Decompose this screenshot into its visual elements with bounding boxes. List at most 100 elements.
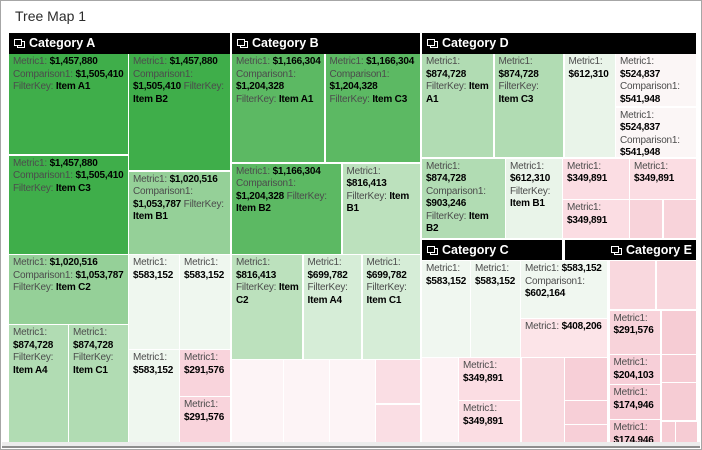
treemap-cell[interactable]: Metric1: $874,728 Comparison1: $903,246 … — [422, 158, 505, 238]
treemap-cell-empty[interactable] — [676, 421, 697, 444]
treemap-cell[interactable]: Metric1: $583,152 — [129, 255, 179, 349]
category-header-b[interactable]: Category B — [232, 33, 420, 54]
field-value: Item A4 — [307, 294, 343, 306]
field-value: Item B2 — [133, 93, 168, 105]
treemap-cell[interactable]: Metric1: $699,782 FilterKey: Item A4 — [303, 255, 361, 359]
treemap-cell[interactable]: Metric1: $583,152 — [422, 261, 470, 357]
field-value: $583,152 — [133, 364, 174, 376]
field-value: $541,948 — [620, 93, 661, 105]
stacked-squares-icon — [237, 38, 248, 48]
treemap-cell[interactable]: Metric1: $583,152 — [471, 261, 520, 357]
treemap-cell[interactable]: Metric1: $1,020,516 Comparison1: $1,053,… — [129, 171, 230, 254]
field-value: $349,891 — [463, 372, 504, 384]
treemap-cell-empty[interactable] — [661, 355, 696, 382]
treemap-cell[interactable]: Metric1: $174,946 — [609, 385, 660, 419]
treemap-cell-empty[interactable] — [565, 358, 607, 400]
field-label: FilterKey: — [73, 352, 114, 364]
widget-title: Tree Map 1 — [15, 8, 87, 24]
field-label: Metric1: — [463, 403, 497, 414]
field-label: Comparison1: — [13, 68, 73, 80]
treemap-cell-empty[interactable] — [521, 358, 564, 444]
field-value: $874,728 — [498, 68, 539, 80]
treemap-cell-empty[interactable] — [609, 261, 655, 309]
treemap-cell[interactable]: Metric1: $699,782 FilterKey: Item C1 — [362, 255, 420, 359]
category-header-a[interactable]: Category A — [9, 33, 230, 54]
category-header-d[interactable]: Category D — [422, 33, 696, 54]
stacked-squares-icon — [427, 245, 438, 255]
treemap-cell-empty[interactable] — [376, 360, 420, 403]
field-label: Metric1: — [184, 399, 218, 410]
field-label: Metric1: — [613, 422, 648, 433]
field-label: Metric1: — [525, 321, 559, 332]
field-value: $583,152 — [133, 269, 174, 281]
treemap-cell[interactable]: Metric1: $816,413 FilterKey: Item B1 — [342, 163, 420, 254]
treemap-cell[interactable]: Metric1: $612,310 — [564, 54, 615, 157]
treemap-cell-empty[interactable] — [661, 421, 675, 444]
field-value: $583,152 — [475, 275, 516, 287]
treemap-cell-empty[interactable] — [565, 401, 607, 424]
treemap-cell[interactable]: Metric1: $349,891 — [459, 401, 520, 444]
treemap-cell-empty[interactable] — [284, 360, 329, 444]
treemap-cell[interactable]: Metric1: $349,891 — [563, 158, 629, 199]
field-value: $1,505,410 — [75, 170, 124, 182]
treemap-cell[interactable]: Metric1: $349,891 — [630, 158, 696, 199]
treemap-cell[interactable]: Metric1: $174,946 — [609, 420, 660, 444]
treemap-cell[interactable]: Metric1: $1,457,880 Comparison1: $1,505,… — [9, 54, 128, 154]
treemap-cell[interactable]: Metric1: $349,891 — [459, 358, 520, 400]
field-value: Item A1 — [55, 81, 91, 93]
treemap-cell-empty[interactable] — [661, 383, 696, 420]
field-label: FilterKey: — [426, 81, 467, 93]
treemap-cell-empty[interactable] — [661, 310, 696, 354]
treemap-cell[interactable]: Metric1: $583,152 — [180, 255, 230, 349]
treemap-cell[interactable]: Metric1: $1,020,516 Comparison1: $1,053,… — [9, 255, 128, 324]
treemap-cell[interactable]: Metric1: $349,891 — [563, 200, 629, 238]
horizontal-scrollbar[interactable] — [2, 442, 700, 448]
field-value: $1,204,328 — [236, 81, 285, 93]
field-label: Metric1: — [620, 109, 654, 121]
treemap-cell[interactable]: Metric1: $874,728 FilterKey: Item A1 — [422, 54, 493, 157]
field-label: Metric1: — [567, 160, 601, 172]
treemap-cell[interactable]: Metric1: $408,206 — [521, 319, 607, 357]
treemap-cell-empty[interactable] — [565, 425, 607, 444]
field-label: FilterKey: — [498, 81, 539, 93]
treemap-cell[interactable]: Metric1: $524,837 Comparison1: $541,948 — [616, 107, 696, 157]
treemap-cell-empty[interactable] — [232, 360, 283, 444]
field-label: Metric1: — [346, 165, 381, 177]
treemap-cell[interactable]: Metric1: $1,457,880 Comparison1: $1,505,… — [9, 155, 128, 254]
category-header-c[interactable]: Category C — [422, 240, 562, 260]
field-label: FilterKey: — [13, 282, 54, 294]
treemap-cell[interactable]: Metric1: $291,576 — [609, 310, 660, 354]
treemap-cell-empty[interactable] — [630, 200, 662, 238]
treemap-cell[interactable]: Metric1: $583,152 Comparison1: $602,164 — [521, 261, 607, 318]
field-label: FilterKey: — [510, 185, 551, 197]
treemap-cell-empty[interactable] — [422, 358, 458, 444]
treemap-cell[interactable]: Metric1: $612,310 FilterKey: Item B1 — [506, 158, 562, 238]
treemap-cell[interactable]: Metric1: $816,413 FilterKey: Item C2 — [232, 255, 302, 359]
field-label: Metric1: — [426, 160, 460, 172]
treemap-cell-empty[interactable] — [663, 200, 696, 238]
field-value: Item C1 — [73, 364, 108, 376]
treemap-cell[interactable]: Metric1: $874,728 FilterKey: Item C3 — [494, 54, 563, 157]
treemap-cell[interactable]: Metric1: $1,166,304 Comparison1: $1,204,… — [232, 163, 341, 254]
treemap-cell[interactable]: Metric1: $583,152 — [129, 350, 179, 444]
treemap-cell[interactable]: Metric1: $874,728 FilterKey: Item C1 — [69, 325, 128, 444]
treemap-cell[interactable]: Metric1: $524,837 Comparison1: $541,948 — [616, 54, 696, 106]
treemap-cell[interactable]: Metric1: $1,457,880 Comparison1: $1,505,… — [129, 54, 230, 170]
treemap-cell-empty[interactable] — [376, 404, 420, 444]
treemap-cell[interactable]: Metric1: $1,166,304 Comparison1: $1,204,… — [325, 54, 420, 162]
treemap-cell[interactable]: Metric1: $1,166,304 Comparison1: $1,204,… — [232, 54, 324, 162]
field-value: $1,166,304 — [272, 56, 321, 67]
field-label: FilterKey: — [236, 282, 277, 294]
field-value: Item B2 — [236, 203, 271, 215]
category-header-e[interactable]: Category E — [564, 240, 696, 260]
treemap-cell-empty[interactable] — [656, 261, 696, 309]
field-label: Metric1: — [133, 257, 167, 268]
treemap-cell[interactable]: Metric1: $291,576 — [180, 397, 230, 444]
treemap-cell[interactable]: Metric1: $291,576 — [180, 350, 230, 396]
treemap-cell-empty[interactable] — [330, 360, 375, 444]
field-label: FilterKey: — [346, 190, 387, 202]
treemap-cell[interactable]: Metric1: $874,728 FilterKey: Item A4 — [9, 325, 68, 444]
treemap-cell[interactable]: Metric1: $204,103 — [609, 355, 660, 384]
field-value: Item A1 — [426, 81, 489, 105]
